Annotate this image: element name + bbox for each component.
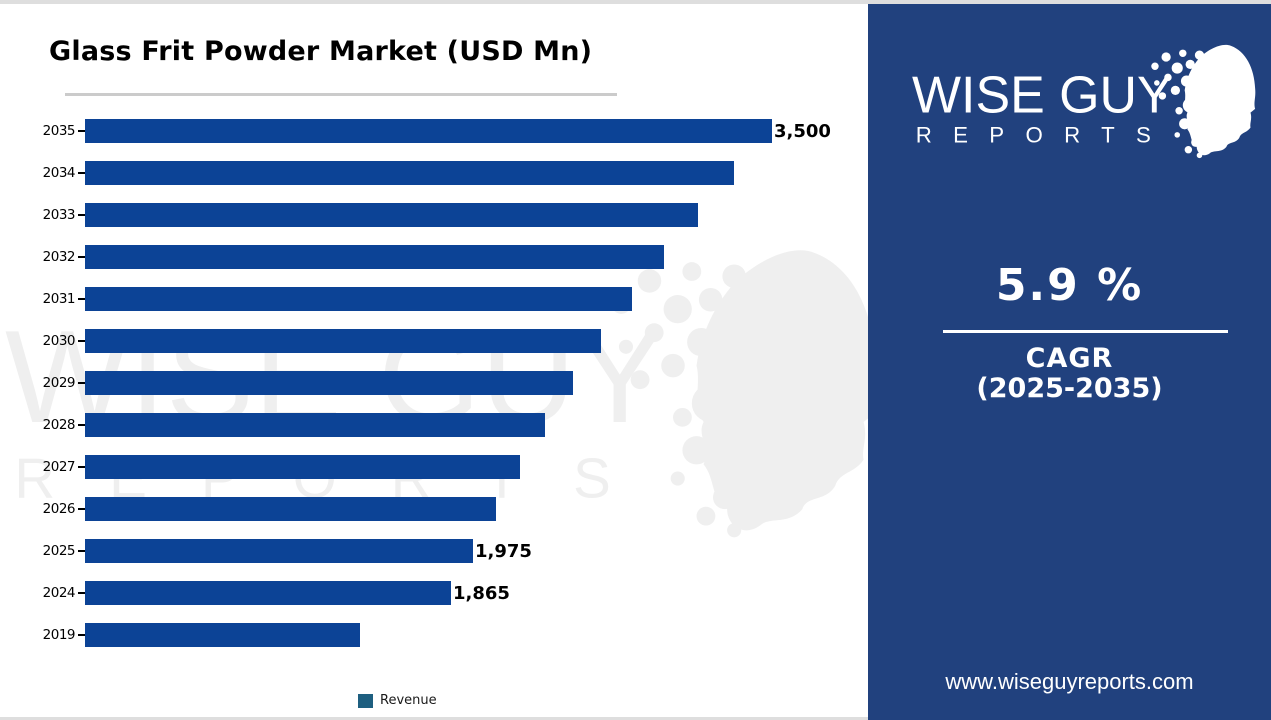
chart-row: 2024 1,865	[0, 572, 868, 614]
y-tick-label: 2027	[42, 459, 76, 475]
chart-row: 2030	[0, 320, 868, 362]
chart-row: 2029	[0, 362, 868, 404]
chart-row: 2019	[0, 614, 868, 656]
y-tick-label: 2025	[42, 543, 76, 559]
bar-value-label: 3,500	[774, 120, 831, 142]
bar-value-label: 1,975	[475, 540, 532, 562]
revenue-bar	[85, 203, 698, 227]
y-tick-mark	[78, 592, 85, 594]
chart-row: 2026	[0, 488, 868, 530]
y-tick-label: 2034	[42, 165, 76, 181]
y-tick-label: 2019	[42, 627, 76, 643]
y-tick-mark	[78, 550, 85, 552]
revenue-bar	[85, 287, 632, 311]
revenue-bar	[85, 539, 473, 563]
y-tick-mark	[78, 172, 85, 174]
revenue-bar	[85, 245, 664, 269]
legend-label: Revenue	[380, 693, 437, 708]
y-tick-label: 2032	[42, 249, 76, 265]
y-tick-mark	[78, 466, 85, 468]
website-url[interactable]: www.wiseguyreports.com	[945, 669, 1194, 694]
revenue-bar	[85, 623, 360, 647]
cagr-label: CAGR	[1025, 343, 1114, 374]
brand-panel: WISE GUY REPORTS 5.9 % CAGR (2025-2035) …	[868, 4, 1271, 720]
brand-line2: REPORTS	[916, 122, 1172, 147]
y-tick-mark	[78, 214, 85, 216]
chart-row: 2035 3,500	[0, 110, 868, 152]
revenue-bar	[85, 455, 520, 479]
y-tick-label: 2024	[42, 585, 76, 601]
y-tick-label: 2035	[42, 123, 76, 139]
y-tick-mark	[78, 508, 85, 510]
y-tick-mark	[78, 424, 85, 426]
revenue-bar	[85, 497, 496, 521]
y-tick-mark	[78, 382, 85, 384]
bottom-border-strip	[0, 717, 868, 720]
y-tick-label: 2026	[42, 501, 76, 517]
y-tick-label: 2030	[42, 333, 76, 349]
y-tick-label: 2028	[42, 417, 76, 433]
brand-line1: WISE GUY	[912, 67, 1172, 125]
y-tick-label: 2031	[42, 291, 76, 307]
revenue-bar	[85, 329, 601, 353]
revenue-bar	[85, 371, 573, 395]
revenue-bar	[85, 161, 734, 185]
y-tick-mark	[78, 340, 85, 342]
chart-title: Glass Frit Powder Market (USD Mn)	[49, 36, 593, 67]
chart-row: 2027	[0, 446, 868, 488]
revenue-bar	[85, 581, 451, 605]
y-tick-mark	[78, 256, 85, 258]
chart-row: 2034	[0, 152, 868, 194]
cagr-period: (2025-2035)	[976, 373, 1163, 404]
watermark-head-profile	[696, 250, 876, 531]
brand-head-profile	[1184, 44, 1256, 156]
chart-row: 2031	[0, 278, 868, 320]
y-tick-label: 2029	[42, 375, 76, 391]
chart-row: 2028	[0, 404, 868, 446]
cagr-divider	[943, 330, 1228, 333]
revenue-bar	[85, 413, 545, 437]
cagr-value: 5.9 %	[995, 260, 1144, 311]
bar-chart: 2035 3,500 2034 2033 2032 2031 2030 2029 2028 202…	[0, 110, 868, 656]
chart-legend: Revenue	[358, 693, 437, 708]
chart-row: 2025 1,975	[0, 530, 868, 572]
y-tick-mark	[78, 634, 85, 636]
chart-row: 2033	[0, 194, 868, 236]
bar-value-label: 1,865	[453, 582, 510, 604]
legend-swatch	[358, 693, 373, 708]
brand-logo: WISE GUY REPORTS	[912, 44, 1257, 168]
y-tick-mark	[78, 130, 85, 132]
y-tick-mark	[78, 298, 85, 300]
y-tick-label: 2033	[42, 207, 76, 223]
revenue-bar	[85, 119, 772, 143]
title-underline	[65, 93, 617, 96]
top-border-strip	[0, 0, 1271, 4]
chart-row: 2032	[0, 236, 868, 278]
